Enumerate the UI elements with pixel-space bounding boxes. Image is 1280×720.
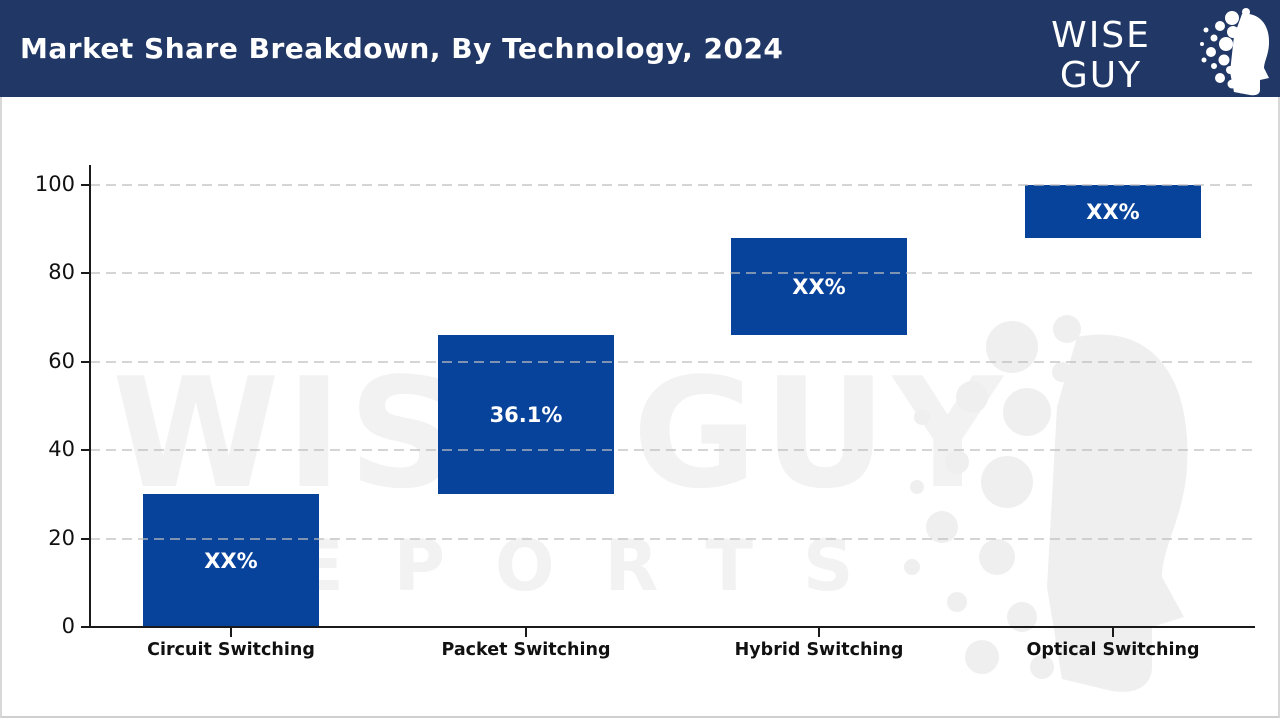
- y-axis-tick-label: 80: [48, 260, 75, 285]
- bar: [1025, 185, 1201, 239]
- bar: [731, 238, 907, 335]
- y-axis-tick-label: 100: [34, 172, 75, 196]
- y-gridline: [90, 537, 1254, 540]
- x-axis-category-label: Optical Switching: [1026, 640, 1200, 660]
- y-axis-tick: [81, 537, 90, 540]
- logo: WISE GUY REPORTS: [1006, 6, 1270, 114]
- y-axis-tick-label: 60: [48, 348, 75, 373]
- x-axis-line: [89, 626, 1255, 628]
- y-gridline: [90, 272, 1254, 275]
- x-axis-category-label: Packet Switching: [441, 640, 611, 660]
- y-gridline: [90, 449, 1254, 452]
- y-axis-line: [89, 165, 91, 627]
- x-axis-tick: [230, 628, 232, 637]
- logo-subtitle: REPORTS: [1036, 98, 1172, 114]
- bar-value-label: XX%: [1086, 199, 1140, 224]
- y-axis-tick-label: 40: [48, 437, 75, 462]
- x-axis-category-label: Hybrid Switching: [734, 640, 904, 660]
- y-axis-tick-label: 20: [48, 525, 75, 550]
- bar-value-label: XX%: [204, 548, 258, 573]
- x-axis-tick: [525, 628, 527, 637]
- bar-value-label: XX%: [792, 274, 846, 299]
- y-axis-tick: [81, 449, 90, 452]
- y-axis-tick: [81, 626, 90, 628]
- logo-text: WISE GUY REPORTS: [1006, 15, 1196, 115]
- x-axis-tick: [1112, 628, 1114, 637]
- x-axis-tick: [818, 628, 820, 637]
- y-axis-tick: [81, 360, 90, 363]
- page-title: Market Share Breakdown, By Technology, 2…: [20, 32, 784, 65]
- x-axis-category-label: Circuit Switching: [147, 640, 315, 660]
- watermark-head-icon: [904, 315, 1188, 692]
- bar: [143, 494, 319, 627]
- logo-wordmark: WISE GUY: [1051, 15, 1151, 96]
- bar-value-label: 36.1%: [489, 402, 563, 427]
- y-gridline: [90, 360, 1254, 363]
- y-gridline: [90, 184, 1254, 186]
- logo-head-icon: [1200, 8, 1270, 96]
- header-bar: Market Share Breakdown, By Technology, 2…: [0, 0, 1280, 114]
- y-axis-tick: [81, 272, 90, 275]
- chart-card: WISE GUY REPORTS 0 20 40 60 80 100 XX% Circuit …: [0, 97, 1280, 718]
- y-axis-tick-label: 0: [61, 614, 75, 638]
- y-axis-tick: [81, 184, 90, 186]
